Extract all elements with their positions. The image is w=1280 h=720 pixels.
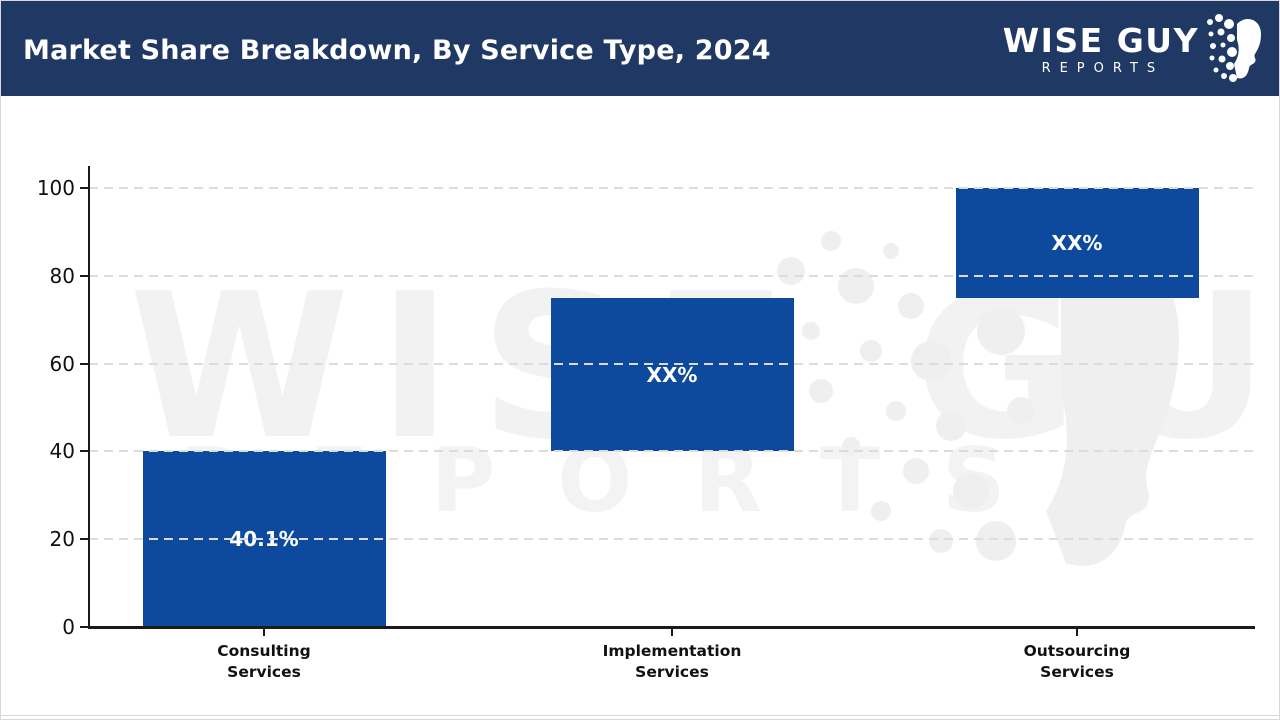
bar-value-label: XX% <box>1051 230 1103 255</box>
gridline <box>89 538 1255 541</box>
x-category-label: Implementation Services <box>602 642 742 681</box>
y-tick-mark <box>80 538 89 541</box>
y-tick-label: 40 <box>49 439 75 464</box>
bar: XX% <box>955 188 1199 298</box>
y-tick-mark <box>80 274 89 277</box>
x-tick-mark <box>263 628 265 636</box>
y-tick-label: 80 <box>49 263 75 288</box>
gridline <box>89 450 1255 453</box>
brand-subname: REPORTS <box>1041 60 1165 76</box>
bar: XX% <box>550 297 794 452</box>
bar-value-label: XX% <box>646 362 698 387</box>
y-tick-label: 20 <box>49 527 75 552</box>
x-category-label: Consulting Services <box>217 642 311 681</box>
chart-title: Market Share Breakdown, By Service Type,… <box>23 35 771 66</box>
y-tick-label: 0 <box>62 615 75 639</box>
x-category-label: Outsourcing Services <box>1023 642 1131 681</box>
x-tick-mark <box>1076 628 1078 636</box>
gridline <box>89 362 1255 365</box>
bottom-divider-line <box>1 715 1279 716</box>
gridline <box>89 274 1255 277</box>
brand-logo: WISE GUY REPORTS <box>1003 12 1265 86</box>
gridline <box>89 187 1255 189</box>
brand-face-icon <box>1207 14 1261 82</box>
y-tick-label: 100 <box>36 176 75 200</box>
y-tick-mark <box>80 626 89 628</box>
y-tick-mark <box>80 187 89 189</box>
y-axis-line <box>88 166 90 629</box>
brand-name: WISE GUY <box>1002 20 1199 60</box>
y-tick-label: 60 <box>49 351 75 376</box>
y-tick-mark <box>80 362 89 365</box>
header-bar: Market Share Breakdown, By Service Type,… <box>1 1 1279 96</box>
x-axis-line <box>88 626 1255 629</box>
watermark-face-dots <box>777 231 1180 566</box>
x-tick-mark <box>671 628 673 636</box>
y-tick-mark <box>80 450 89 453</box>
brand-logo-text: WISE GUY REPORTS <box>1002 20 1199 76</box>
